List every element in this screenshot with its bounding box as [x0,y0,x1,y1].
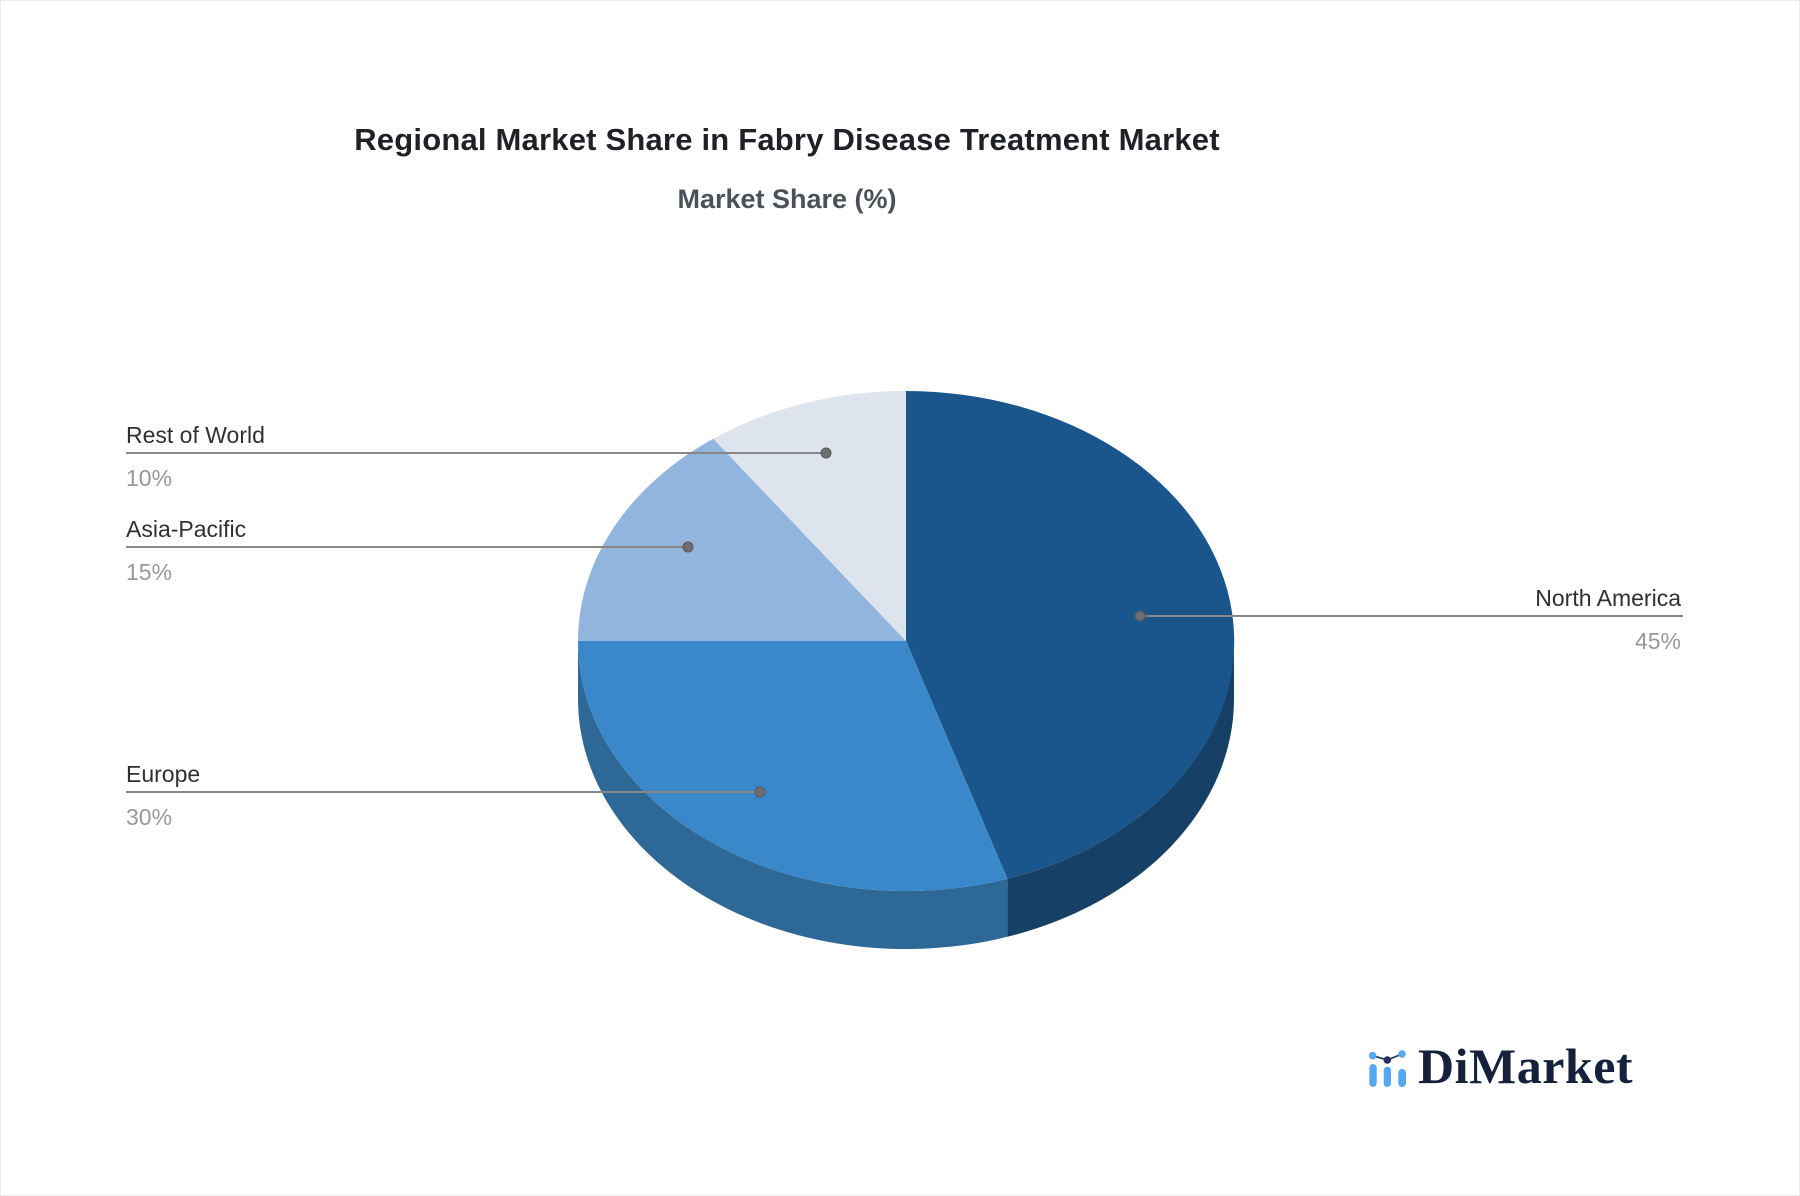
callout-europe: Europe 30% [126,760,201,830]
pie-slice-asia-pacific[interactable] [578,438,906,641]
pie-side-north-america [1007,641,1235,937]
slice-percent: 15% [126,559,173,585]
leader-dot-north-america [1134,610,1146,622]
leader-dot-rest-of-world [820,447,832,459]
chart-subtitle: Market Share (%) [677,184,897,214]
brand-logo: DiMarket [1367,1038,1634,1094]
pie-slice-europe[interactable] [577,641,1008,892]
callout-north-america: North America 45% [1535,584,1681,654]
callout-asia-pacific: Asia-Pacific 15% [126,515,247,585]
slice-percent: 10% [126,465,173,491]
callout-rest-of-world: Rest of World 10% [126,421,265,491]
brand-name: DiMarket [1418,1038,1634,1094]
slice-percent: 45% [1634,628,1681,654]
leader-dot-asia-pacific [682,541,694,553]
pie-slice-north-america[interactable] [906,390,1235,879]
slice-label: Europe [126,761,201,787]
slice-percent: 30% [126,804,173,830]
slice-label: Rest of World [126,422,265,448]
pie-side-europe [577,641,1008,950]
bar-line-chart-icon [1368,1050,1406,1087]
slice-label: Asia-Pacific [126,516,247,542]
chart-title: Regional Market Share in Fabry Disease T… [354,122,1220,157]
slice-label: North America [1535,585,1681,611]
leader-dot-europe [754,786,766,798]
